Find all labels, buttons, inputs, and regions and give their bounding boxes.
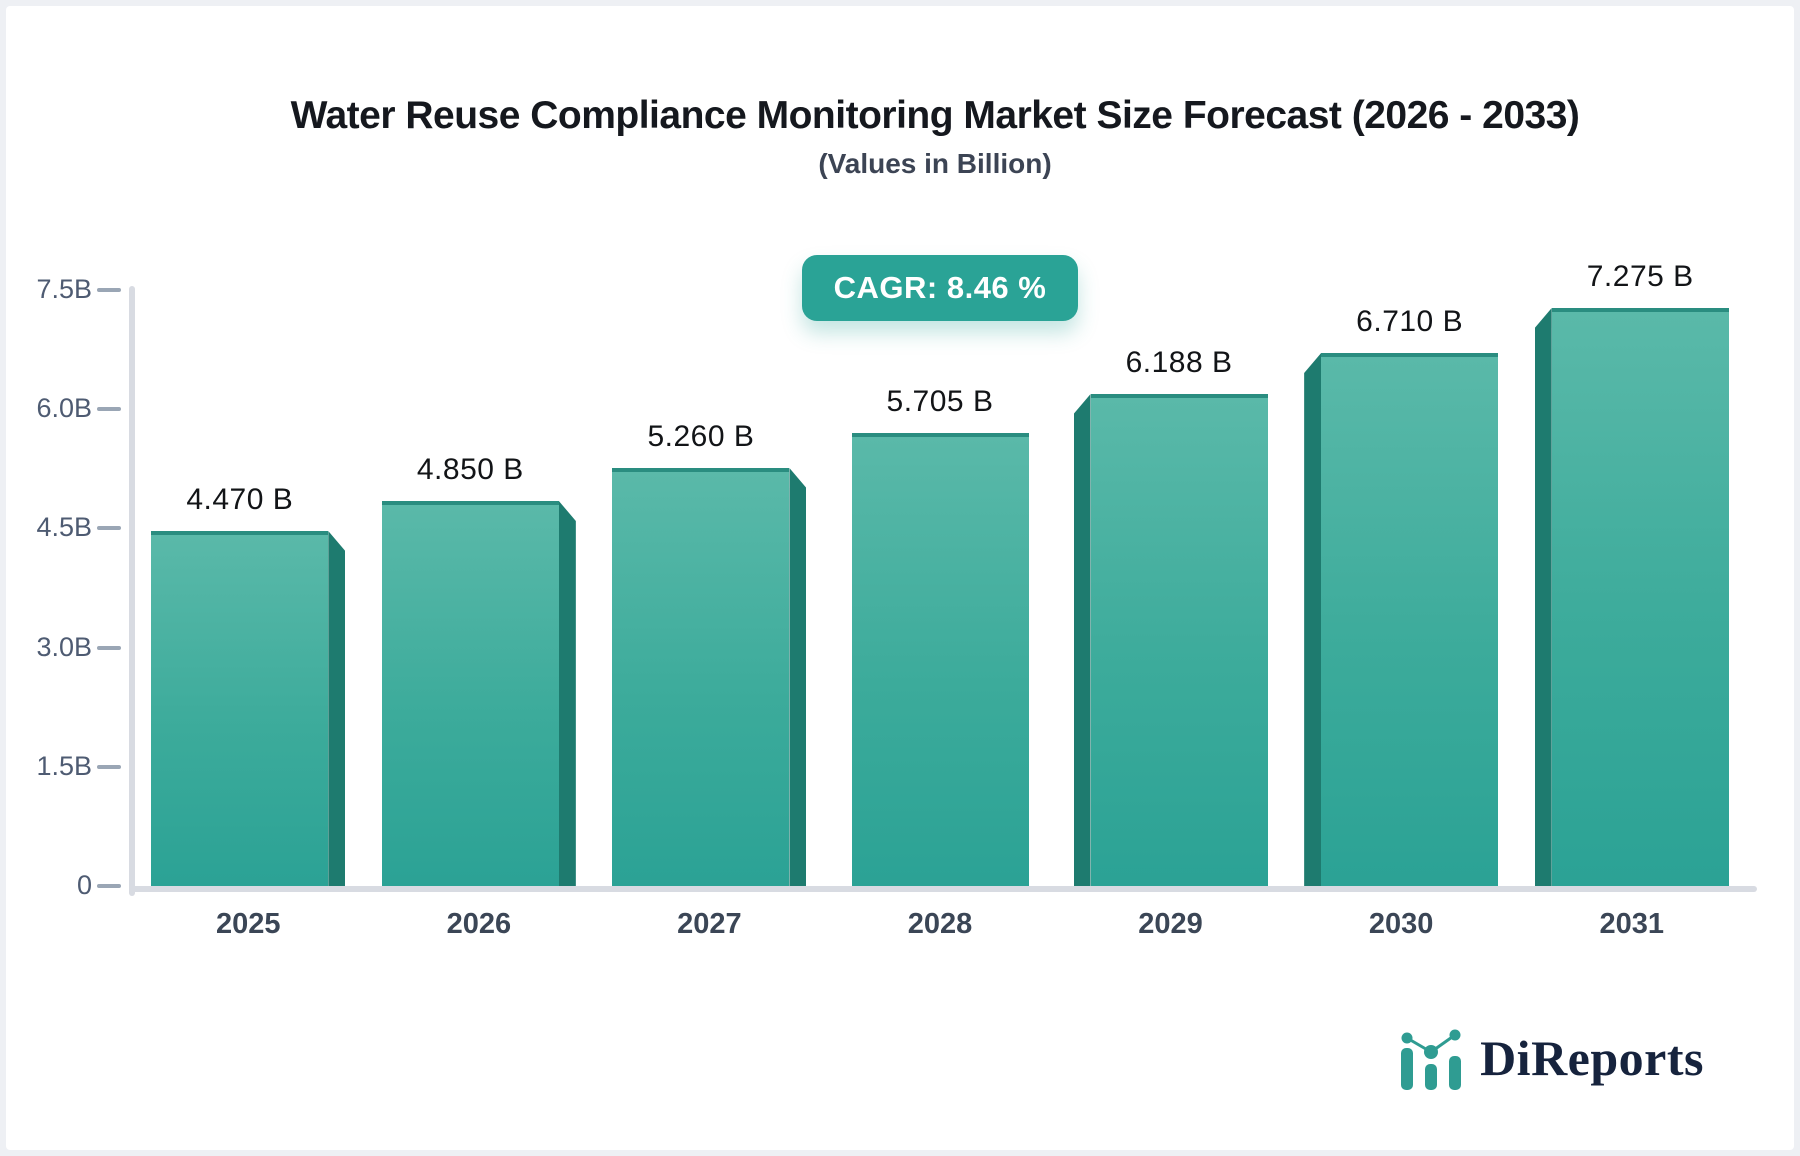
y-axis-tick-label: 1.5B bbox=[36, 750, 92, 781]
logo-text: DiReports bbox=[1480, 1030, 1704, 1086]
bar-2031 bbox=[1551, 308, 1729, 886]
y-axis-tick bbox=[97, 645, 121, 650]
x-axis-label: 2026 bbox=[446, 908, 512, 940]
bar-value-label: 4.470 B bbox=[186, 483, 294, 516]
x-axis-label: 2031 bbox=[1599, 908, 1664, 940]
bar-2029 bbox=[1090, 394, 1268, 886]
bar-value-label: 5.260 B bbox=[647, 420, 755, 453]
bar-2026 bbox=[381, 501, 559, 886]
y-axis-tick bbox=[97, 288, 121, 292]
bar-side-face bbox=[1534, 308, 1552, 886]
y-axis-tick bbox=[97, 884, 121, 888]
bar-2028 bbox=[851, 433, 1029, 886]
x-axis-line bbox=[129, 886, 1757, 892]
bar-2025 bbox=[151, 531, 329, 886]
bar-value-label: 4.850 B bbox=[416, 453, 524, 486]
bar-side-face bbox=[328, 531, 346, 886]
cagr-badge-row: CAGR: 8.46 % bbox=[133, 255, 1747, 321]
x-axis-label: 2030 bbox=[1368, 908, 1434, 940]
chart-title: Water Reuse Compliance Monitoring Market… bbox=[290, 94, 1580, 137]
y-axis-tick bbox=[97, 407, 121, 412]
bar-2027 bbox=[612, 468, 790, 886]
brand-logo: DiReports bbox=[1398, 1026, 1704, 1090]
cagr-badge: CAGR: 8.46 % bbox=[801, 255, 1079, 321]
x-axis-label: 2027 bbox=[677, 908, 742, 940]
bar-value-label: 6.188 B bbox=[1125, 346, 1233, 379]
y-axis-tick-label: 7.5B bbox=[36, 274, 92, 304]
y-axis-tick-label: 3.0B bbox=[36, 631, 92, 662]
bar-2030 bbox=[1321, 353, 1499, 886]
chart-subtitle: (Values in Billion) bbox=[818, 148, 1052, 179]
y-axis-tick-label: 4.5B bbox=[36, 512, 92, 543]
bar-side-face bbox=[789, 468, 807, 886]
bar-value-label: 6.710 B bbox=[1356, 305, 1464, 338]
bar-side-face bbox=[1073, 394, 1091, 886]
y-axis-line bbox=[129, 286, 135, 896]
y-axis-tick bbox=[97, 764, 121, 769]
bar-value-label: 5.705 B bbox=[886, 385, 994, 418]
x-axis-label: 2029 bbox=[1138, 908, 1203, 940]
y-axis-tick bbox=[97, 526, 121, 531]
x-axis-label: 2028 bbox=[907, 908, 973, 940]
bar-side-face bbox=[558, 501, 576, 886]
y-axis-tick-label: 6.0B bbox=[36, 393, 92, 424]
bar-value-label: 7.275 B bbox=[1586, 260, 1694, 293]
y-axis-tick-label: 0 bbox=[76, 870, 92, 900]
bar-side-face bbox=[1304, 353, 1322, 886]
logo-bar-line-chart-icon bbox=[1401, 1029, 1462, 1090]
x-axis-label: 2025 bbox=[216, 908, 281, 940]
